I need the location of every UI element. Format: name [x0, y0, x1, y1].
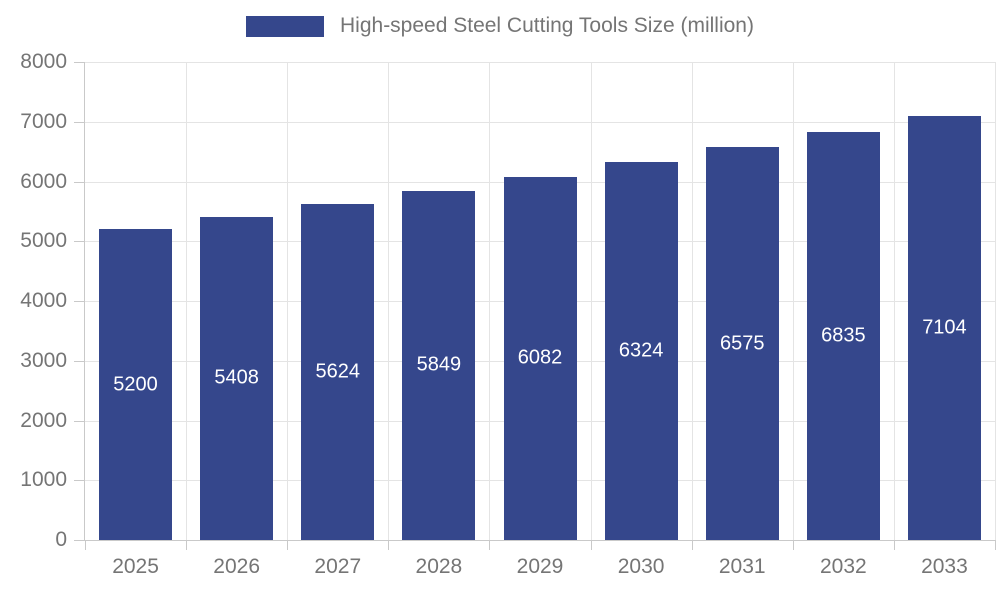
bar-value-label: 6835: [821, 324, 866, 347]
bar-2026[interactable]: 5408: [200, 216, 274, 540]
y-axis-line: [84, 62, 85, 540]
gridline-h: [85, 62, 995, 63]
bar-2033[interactable]: 7104: [907, 115, 981, 540]
bar-value-label: 6324: [618, 339, 664, 362]
x-tick-label: 2026: [213, 555, 261, 578]
y-tick-label: 6000: [20, 169, 67, 193]
x-axis-tick: [388, 540, 390, 550]
y-tick-label: 0: [55, 528, 67, 551]
x-axis-tick: [691, 540, 693, 550]
chart-legend[interactable]: High-speed Steel Cutting Tools Size (mil…: [0, 14, 1000, 38]
y-axis-tick: [74, 181, 84, 183]
bar-value-label: 6575: [719, 332, 765, 355]
y-axis-tick: [74, 480, 84, 482]
gridline-v: [792, 62, 794, 540]
bar-value-label: 5200: [113, 373, 158, 396]
gridline-h: [85, 121, 995, 123]
y-tick-label: 8000: [20, 50, 67, 73]
x-tick-label: 2025: [112, 555, 159, 578]
y-axis-tick: [74, 62, 84, 63]
x-axis-tick: [85, 540, 86, 550]
bar-2027[interactable]: 5624: [301, 203, 375, 540]
x-tick-label: 2032: [819, 555, 867, 578]
y-axis-tick: [74, 360, 84, 362]
y-axis-tick: [74, 540, 84, 541]
bar-2031[interactable]: 6575: [705, 147, 779, 540]
y-tick-label: 4000: [20, 289, 67, 312]
legend-label: High-speed Steel Cutting Tools Size (mil…: [340, 14, 754, 37]
legend-swatch-icon: [246, 15, 324, 37]
y-axis-tick: [74, 241, 84, 243]
gridline-v: [388, 62, 390, 540]
x-tick-label: 2033: [921, 555, 968, 578]
bar-value-label: 5408: [214, 366, 259, 389]
y-axis-tick: [74, 420, 84, 422]
bar-2028[interactable]: 5849: [402, 190, 476, 540]
bar-value-label: 6082: [517, 346, 563, 369]
gridline-v: [590, 62, 592, 540]
gridline-v: [893, 62, 895, 540]
x-axis-tick: [590, 540, 592, 550]
x-axis-tick: [186, 540, 188, 550]
y-axis-tick: [74, 121, 84, 123]
y-tick-label: 2000: [20, 408, 67, 432]
x-axis-tick: [489, 540, 491, 550]
x-axis-tick: [792, 540, 794, 550]
plot-area: 0 1000 2000 3000 4000 5000 6000 7000 8000 2025 520…: [20, 50, 996, 578]
gridline-v: [186, 62, 188, 540]
y-tick-label: 5000: [20, 229, 67, 253]
x-tick-label: 2028: [415, 555, 463, 578]
bar-value-label: 7104: [922, 316, 967, 339]
gridline-v: [287, 62, 289, 540]
x-axis-tick: [893, 540, 895, 550]
y-axis-tick: [74, 301, 84, 302]
x-axis-line: [84, 540, 995, 541]
bar-value-label: 5849: [416, 353, 462, 376]
bar-2029[interactable]: 6082: [503, 176, 577, 540]
gridline-v: [489, 62, 491, 540]
x-tick-label: 2031: [718, 555, 766, 578]
y-tick-label: 3000: [20, 348, 67, 372]
x-axis-tick: [287, 540, 289, 550]
x-tick-label: 2029: [516, 555, 564, 578]
gridline-v: [995, 62, 996, 540]
gridline-v: [691, 62, 693, 540]
y-tick-label: 7000: [20, 109, 67, 133]
y-tick-label: 1000: [20, 468, 67, 492]
bar-2032[interactable]: 6835: [806, 131, 880, 540]
bar-value-label: 5624: [315, 360, 361, 383]
x-tick-label: 2027: [314, 555, 362, 578]
x-tick-label: 2030: [617, 555, 665, 578]
bar-2030[interactable]: 6324: [604, 162, 678, 540]
bar-2025[interactable]: 5200: [99, 229, 173, 540]
x-axis-tick: [995, 540, 996, 550]
